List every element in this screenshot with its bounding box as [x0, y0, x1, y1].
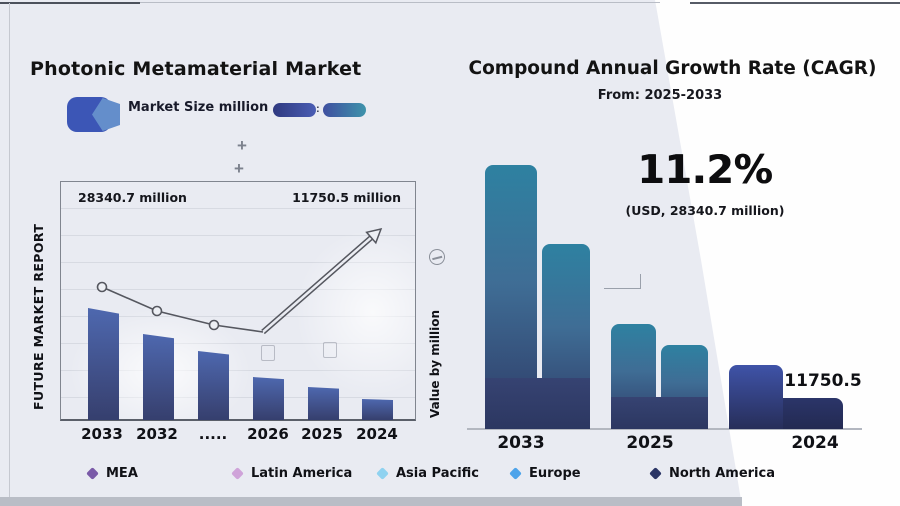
frame-left-line	[9, 3, 10, 497]
gradient-pill-dark	[273, 103, 316, 117]
legend-diamond-icon	[231, 467, 244, 480]
cagr-step-left	[729, 365, 783, 429]
cagr-bar-group	[729, 365, 843, 429]
frame-bottom-strip	[0, 497, 742, 506]
cagr-step-right	[783, 398, 843, 429]
trend-marker	[208, 319, 220, 331]
watermark-icon-1	[261, 345, 275, 361]
legend-item-label: Europe	[529, 466, 581, 481]
market-size-bar	[88, 308, 119, 420]
market-size-bar	[198, 351, 229, 420]
cagr-basis: (USD, 28340.7 million)	[625, 203, 785, 218]
right-chart-title: Compound Annual Growth Rate (CAGR)	[468, 58, 877, 79]
legend-item-label: MEA	[106, 466, 138, 481]
left-chart-min-value: 11750.5 million	[292, 190, 401, 205]
series-badge-label: Market Size million	[128, 100, 269, 115]
legend-item-mea: MEA	[86, 466, 138, 481]
left-xaxis-label: 2026	[247, 425, 289, 443]
watermark-icon-2	[323, 342, 337, 358]
legend-item-latin-america: Latin America	[231, 466, 353, 481]
market-size-bar	[308, 387, 339, 420]
left-chart-title: Photonic Metamaterial Market	[30, 58, 362, 80]
right-chart-subtitle: From: 2025-2033	[597, 88, 723, 103]
cylinder-icon	[67, 97, 120, 132]
frame-top-line-mid	[140, 2, 660, 3]
right-xaxis-label: 2025	[626, 433, 674, 453]
market-size-bar	[362, 399, 393, 420]
right-chart-bar-value: 11750.5	[784, 371, 862, 391]
frame-top-line-right	[690, 2, 900, 4]
trend-marker	[96, 281, 108, 293]
minus-circle-icon	[427, 247, 447, 267]
left-chart-plot: 28340.7 million 11750.5 million	[60, 181, 416, 421]
market-size-bar	[143, 334, 174, 420]
cagr-value: 11.2%	[637, 148, 773, 193]
legend-item-north-america: North America	[649, 466, 775, 481]
plus-decoration-2: +	[234, 159, 244, 178]
left-xaxis-label: 2033	[81, 425, 123, 443]
cagr-bar-base-fill	[485, 378, 590, 429]
cagr-bar-group	[611, 324, 708, 429]
plus-decoration-1: +	[237, 136, 247, 155]
left-xaxis-label: 2032	[136, 425, 178, 443]
left-chart-max-value: 28340.7 million	[78, 190, 187, 205]
legend-item-asia-pacific: Asia Pacific	[376, 466, 480, 481]
left-side-watermark-label: FUTURE MARKET REPORT	[31, 223, 46, 410]
market-size-bar	[253, 377, 284, 420]
legend-diamond-icon	[86, 467, 99, 480]
legend-diamond-icon	[649, 467, 662, 480]
value-axis-label: Value by million	[428, 309, 442, 418]
cagr-bar-group	[485, 165, 590, 429]
legend-diamond-icon	[509, 467, 522, 480]
trendline-arrow-svg	[96, 227, 383, 335]
left-xaxis-label: .....	[198, 425, 228, 443]
legend-item-label: North America	[669, 466, 775, 481]
legend-item-label: Asia Pacific	[396, 466, 480, 481]
legend-diamond-icon	[376, 467, 389, 480]
left-xaxis-label: 2024	[356, 425, 398, 443]
corner-bracket-decoration	[604, 274, 641, 289]
right-chart-axis-line	[467, 428, 862, 430]
right-xaxis-label: 2033	[497, 433, 545, 453]
right-xaxis-label: 2024	[791, 433, 839, 453]
pill-separator: :	[316, 103, 320, 115]
gradient-pill-teal	[323, 103, 366, 117]
left-xaxis-label: 2025	[301, 425, 343, 443]
trend-marker	[151, 305, 163, 317]
legend-item-label: Latin America	[251, 466, 353, 481]
legend-item-europe: Europe	[509, 466, 581, 481]
frame-top-line-left	[0, 2, 140, 4]
cagr-bar-base-fill	[611, 397, 708, 429]
